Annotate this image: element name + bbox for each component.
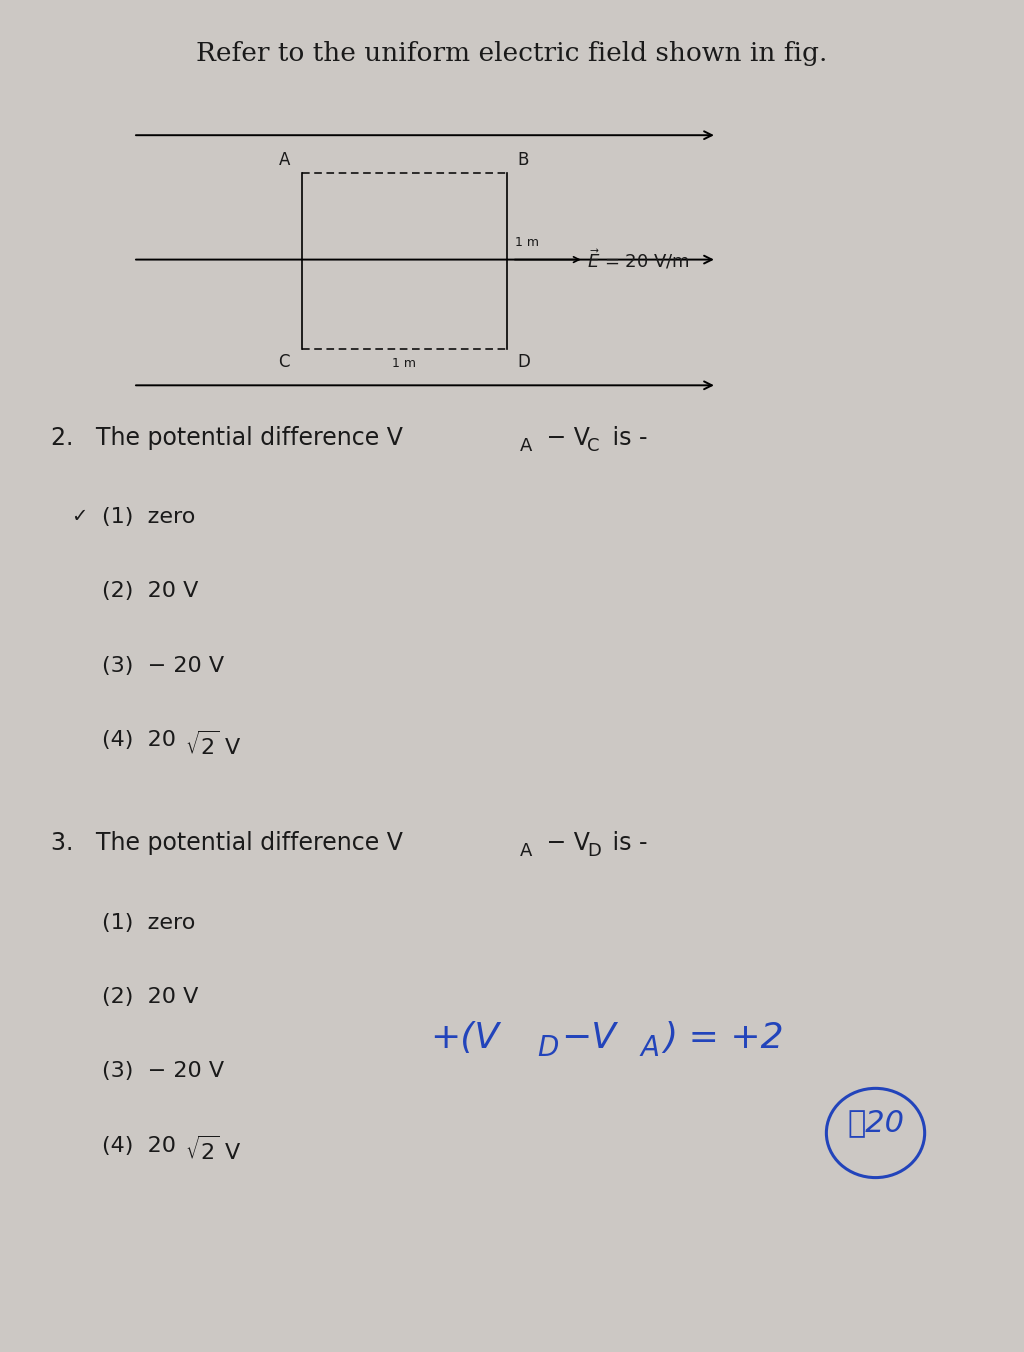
Text: − V: − V: [539, 426, 590, 450]
Text: 2.   The potential difference V: 2. The potential difference V: [51, 426, 403, 450]
Text: (4)  20: (4) 20: [102, 1136, 176, 1156]
Text: is -: is -: [605, 426, 648, 450]
Text: ✓: ✓: [71, 507, 87, 526]
Text: (2)  20 V: (2) 20 V: [102, 581, 199, 602]
Text: A: A: [520, 437, 532, 454]
Text: +(V: +(V: [430, 1021, 500, 1055]
Text: ⁲20: ⁲20: [847, 1107, 904, 1137]
Text: $\sqrt{2}$ V: $\sqrt{2}$ V: [184, 1136, 242, 1164]
Text: D: D: [517, 353, 530, 370]
Text: 1 m: 1 m: [515, 235, 539, 249]
Text: A: A: [520, 842, 532, 860]
Text: (1)  zero: (1) zero: [102, 507, 196, 527]
Text: C: C: [279, 353, 290, 370]
Text: Refer to the uniform electric field shown in fig.: Refer to the uniform electric field show…: [197, 41, 827, 65]
Text: A: A: [640, 1034, 659, 1063]
Text: A: A: [279, 151, 290, 169]
Text: (4)  20: (4) 20: [102, 730, 176, 750]
Text: D: D: [587, 842, 601, 860]
Text: 3.   The potential difference V: 3. The potential difference V: [51, 831, 403, 856]
Text: (2)  20 V: (2) 20 V: [102, 987, 199, 1007]
Text: ) = +2: ) = +2: [664, 1021, 784, 1055]
Text: $\vec{E}$ = 20 V/m: $\vec{E}$ = 20 V/m: [587, 247, 689, 272]
Text: (3)  − 20 V: (3) − 20 V: [102, 656, 224, 676]
Text: D: D: [538, 1034, 559, 1063]
Text: C: C: [587, 437, 599, 454]
Text: 1 m: 1 m: [392, 357, 417, 370]
Text: −V: −V: [561, 1021, 616, 1055]
Text: − V: − V: [539, 831, 590, 856]
Text: (1)  zero: (1) zero: [102, 913, 196, 933]
Text: is -: is -: [605, 831, 648, 856]
Text: (3)  − 20 V: (3) − 20 V: [102, 1061, 224, 1082]
Text: $\sqrt{2}$ V: $\sqrt{2}$ V: [184, 730, 242, 758]
Text: B: B: [517, 151, 528, 169]
